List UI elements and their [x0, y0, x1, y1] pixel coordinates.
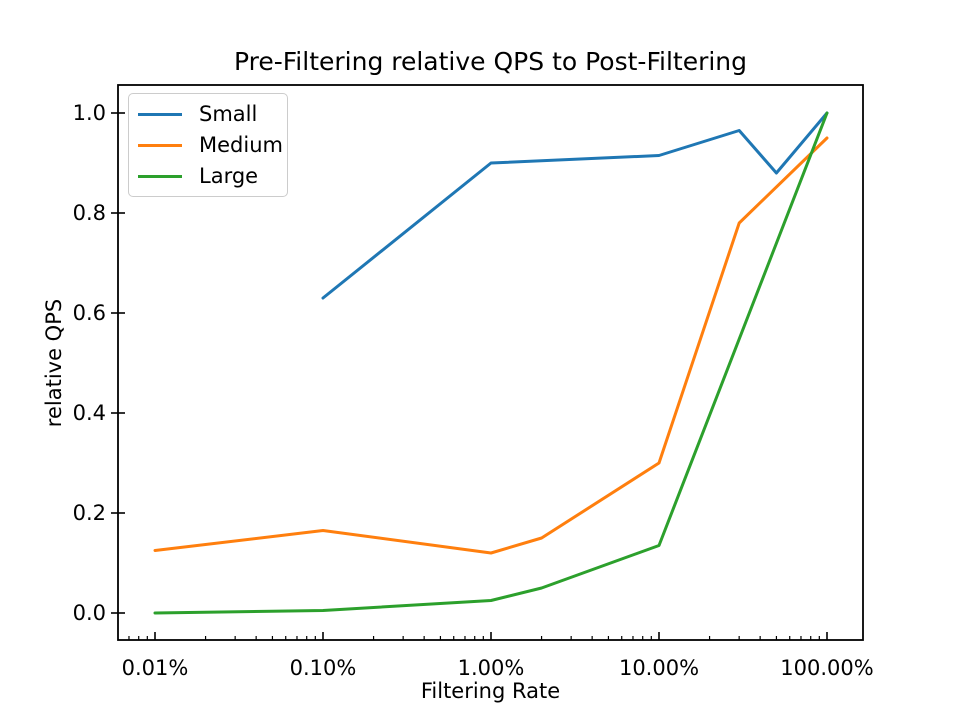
x-tick-label: 10.00% — [619, 656, 699, 680]
legend-label-large: Large — [199, 164, 259, 188]
legend-swatch-large — [138, 175, 182, 178]
x-tick-label: 0.01% — [122, 656, 189, 680]
y-tick-label: 0.6 — [73, 301, 106, 325]
legend-item-small: Small — [129, 99, 287, 130]
legend-label-medium: Medium — [199, 133, 283, 157]
legend-item-medium: Medium — [129, 130, 287, 161]
y-tick-label: 1.0 — [73, 101, 106, 125]
x-tick-label: 100.00% — [780, 656, 873, 680]
legend-swatch-small — [138, 113, 182, 116]
x-axis-label: Filtering Rate — [420, 679, 561, 703]
y-tick-label: 0.0 — [73, 601, 106, 625]
series-line-medium — [153, 136, 829, 555]
y-tick-label: 0.8 — [73, 201, 106, 225]
x-tick-label: 0.10% — [290, 656, 357, 680]
legend-swatch-medium — [138, 144, 182, 147]
axes-box — [117, 84, 864, 641]
legend-item-large: Large — [129, 161, 287, 192]
x-tick-label: 1.00% — [458, 656, 525, 680]
legend: Small Medium Large — [128, 93, 288, 197]
series-line-large — [153, 111, 829, 615]
y-tick-label: 0.2 — [73, 501, 106, 525]
chart-title: Pre-Filtering relative QPS to Post-Filte… — [233, 47, 748, 76]
series-line-small — [321, 111, 829, 300]
legend-label-small: Small — [199, 102, 258, 126]
y-tick-label: 0.4 — [73, 401, 106, 425]
